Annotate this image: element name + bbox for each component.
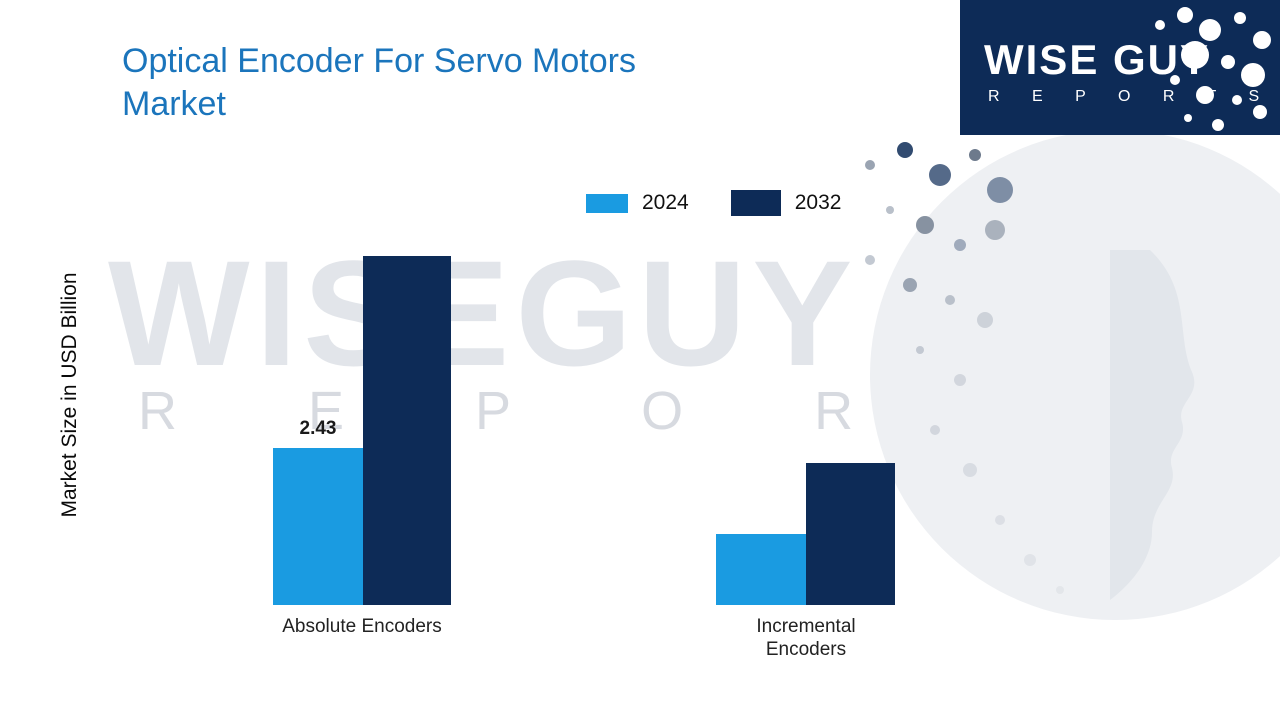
legend-label-2024: 2024 <box>642 191 689 214</box>
logo-block: WISE GUY R E P O R T S <box>960 0 1280 135</box>
legend-label-2032: 2032 <box>794 191 842 214</box>
bar-2032-incremental <box>806 463 895 605</box>
logo-wiseguy-text: WISE GUY <box>984 36 1211 83</box>
category-label-absolute: Absolute Encoders <box>282 616 442 637</box>
bar-2024-absolute <box>273 448 363 605</box>
bar-2032-absolute <box>363 256 451 605</box>
logo-head-dots-icon <box>1155 7 1271 131</box>
legend: 2024 2032 <box>586 190 841 216</box>
watermark-wiseguy: WISEGUY <box>108 229 859 397</box>
legend-item-2024: 2024 <box>586 191 689 215</box>
y-axis-label: Market Size in USD Billion <box>58 272 81 518</box>
page-title: Optical Encoder For Servo Motors Market <box>122 42 636 123</box>
legend-item-2032: 2032 <box>730 190 842 216</box>
bar-value-label: 2.43 <box>299 418 337 439</box>
bar-2024-incremental <box>716 534 806 605</box>
category-label-incremental: Incremental Encoders <box>756 616 856 661</box>
logo-reports-text: R E P O R T S <box>988 88 1274 105</box>
legend-swatch-2032 <box>730 190 781 216</box>
legend-swatch-2024 <box>586 193 628 213</box>
